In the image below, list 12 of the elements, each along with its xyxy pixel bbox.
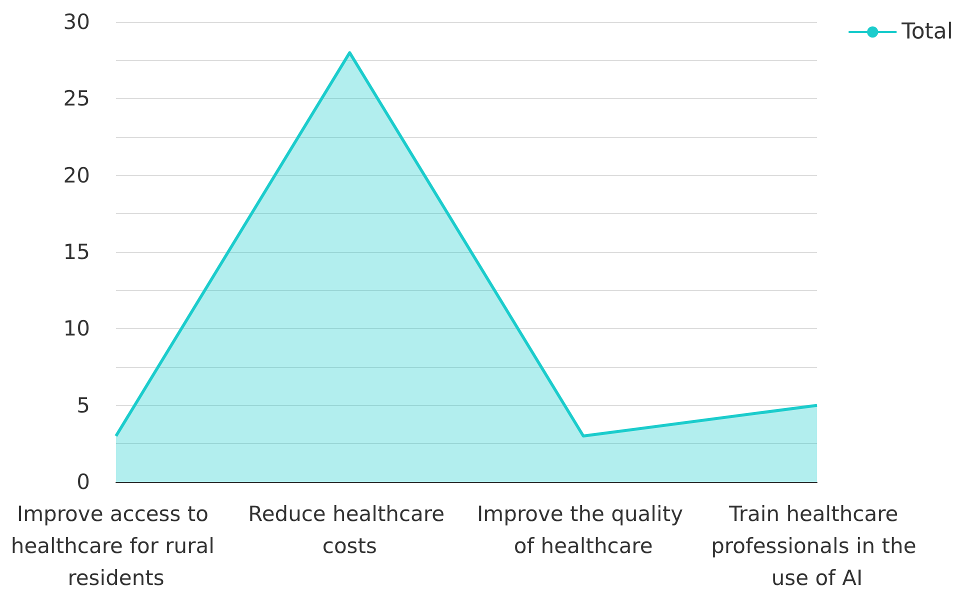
x-tick-label: Improve access to healthcare for rural residents — [10, 502, 222, 590]
y-tick-label: 20 — [63, 163, 90, 188]
y-tick-label: 25 — [63, 86, 90, 111]
legend-label: Total — [900, 20, 954, 44]
y-tick-label: 15 — [63, 240, 90, 264]
y-tick-label: 5 — [76, 393, 90, 418]
x-tick-label: Reduce healthcare costs — [248, 502, 452, 558]
x-tick-label: Train healthcare professionals in the use of AI — [711, 502, 923, 590]
x-tick-label: Improve the quality of healthcare — [476, 502, 690, 558]
y-tick-label: 30 — [63, 10, 90, 34]
y-tick-label: 10 — [63, 316, 90, 341]
y-tick-label: 0 — [76, 470, 90, 494]
